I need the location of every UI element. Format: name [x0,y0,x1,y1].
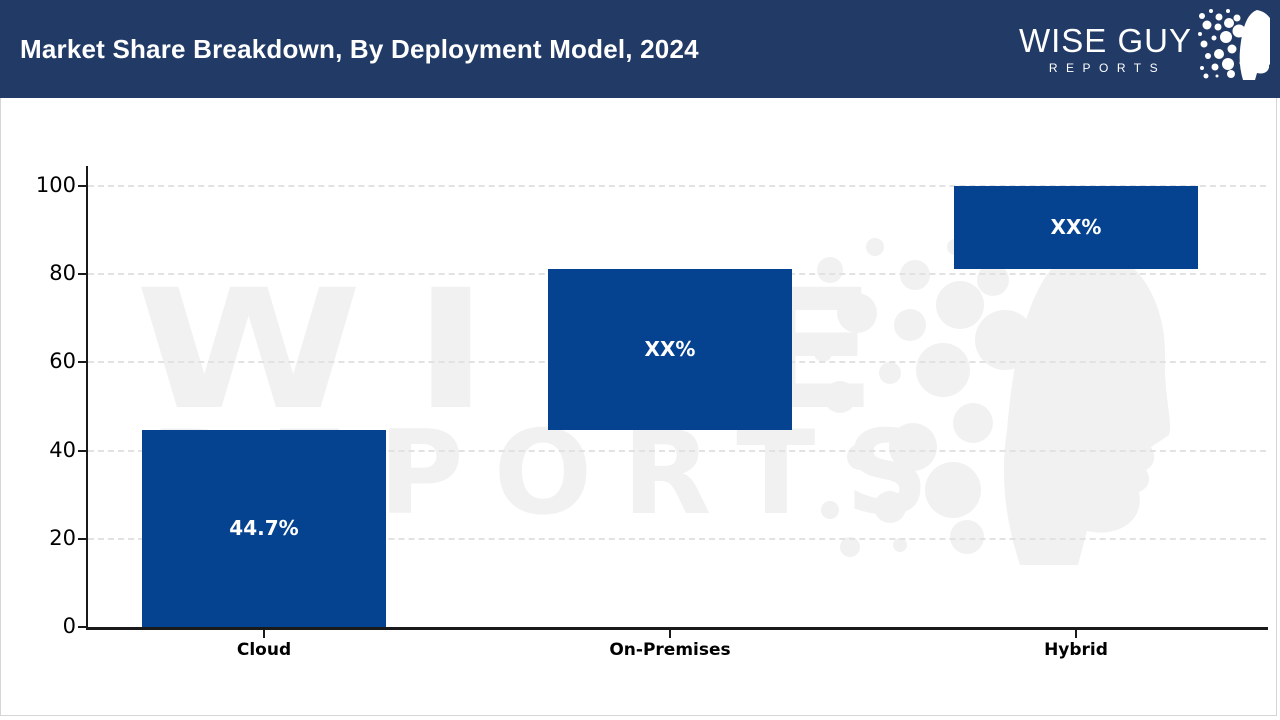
y-axis-tick-label: 40 [49,437,76,462]
x-axis-category-label: Hybrid [1044,640,1108,660]
bar-on-premises: XX% [548,268,792,430]
x-axis-tick [669,630,671,638]
y-axis-tick [78,449,88,452]
page-title: Market Share Breakdown, By Deployment Mo… [20,33,699,64]
logo-wordmark: WISE GUY [1018,21,1192,59]
bar-value-label: XX% [644,337,696,362]
chart-body-border [0,98,1277,716]
y-axis-tick-label: 80 [49,261,76,286]
x-axis-category-label: On-Premises [609,640,731,660]
y-axis-tick [78,361,88,364]
gridline [88,185,1266,187]
bar-value-label: 44.7% [229,516,299,541]
y-axis-line [86,166,88,630]
y-axis-tick [78,273,88,276]
gridline [88,537,1266,540]
y-axis-tick-label: 60 [49,349,76,374]
x-axis-tick [1075,630,1077,638]
brand-logo-text: WISE GUY REPORTS [1019,24,1192,75]
bar-value-label: XX% [1050,215,1102,240]
y-axis-tick-label: 100 [35,173,76,197]
x-axis-category-label: Cloud [236,640,292,660]
y-axis-tick [78,185,88,187]
y-axis-tick [78,626,88,628]
logo-subtitle: REPORTS [1048,60,1167,75]
bar-cloud: 44.7% [142,429,386,627]
y-axis-tick-label: 20 [49,525,76,550]
y-axis-tick-label: 0 [62,614,76,638]
x-axis-tick [263,630,265,638]
bar-hybrid: XX% [954,186,1198,269]
header: Market Share Breakdown, By Deployment Mo… [0,0,1280,98]
brand-logo: WISE GUY REPORTS [1019,6,1270,92]
x-axis-line [86,627,1268,630]
y-axis-tick [78,537,88,540]
gridline [88,449,1266,452]
logo-head-icon [1198,9,1270,80]
